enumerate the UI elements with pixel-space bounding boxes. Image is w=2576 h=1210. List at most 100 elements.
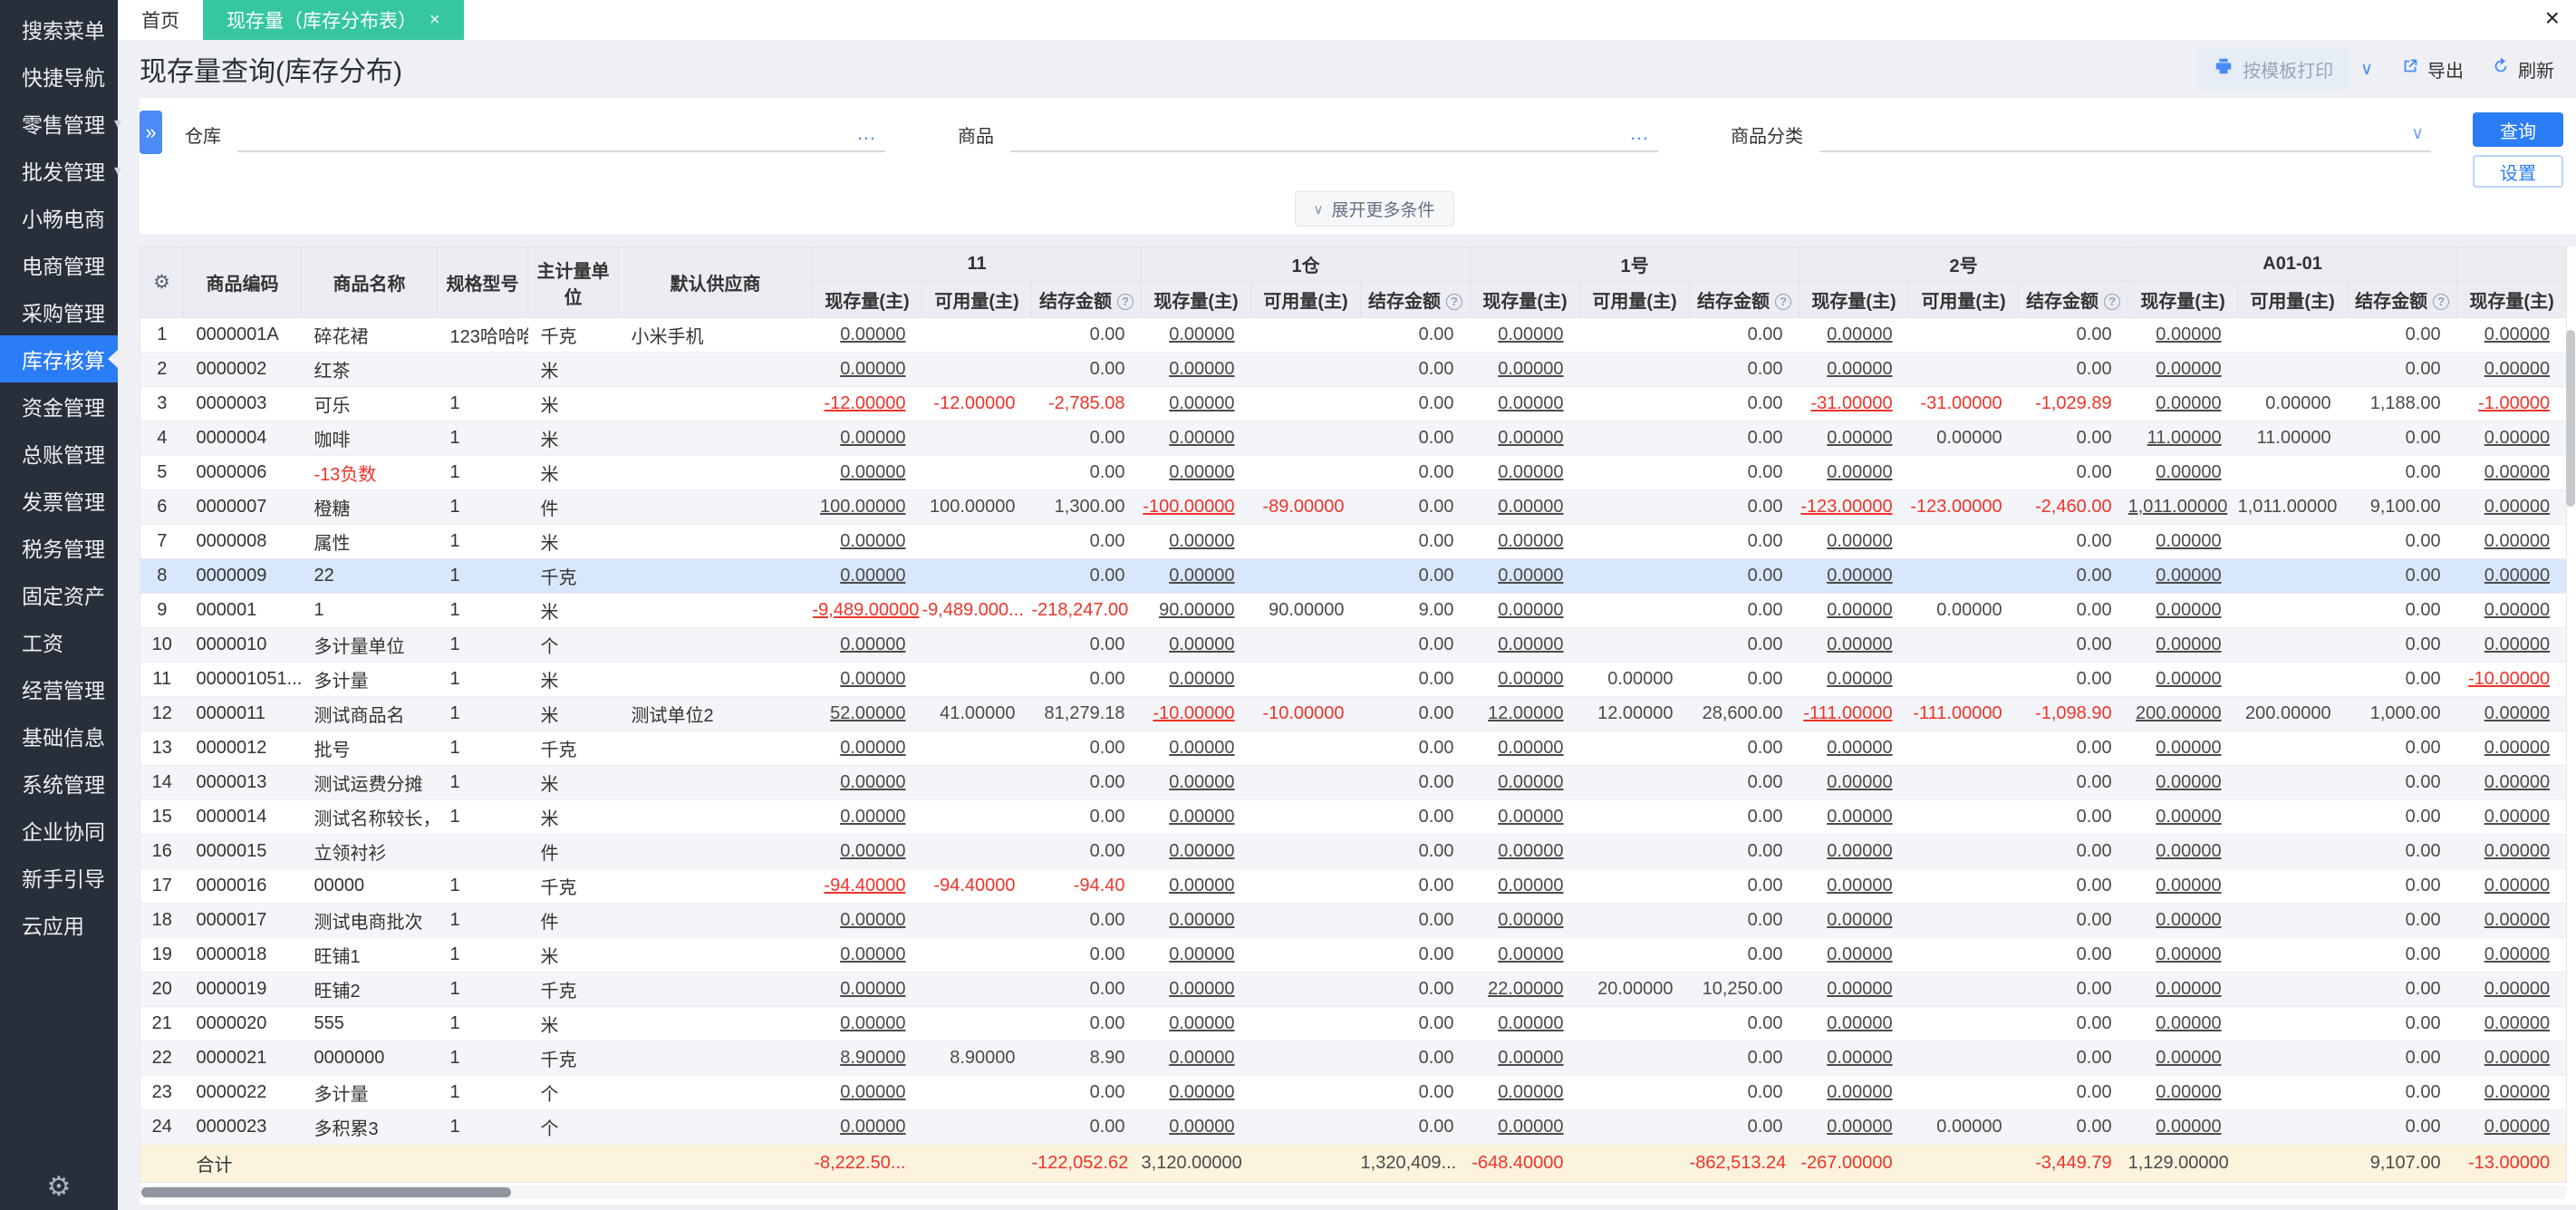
qty-link[interactable]: 0.00000 [840,462,906,482]
qty-link[interactable]: 0.00000 [1498,531,1564,551]
table-row[interactable]: 8 0000009 22 1 千克 0.00000 0.00 0.00000 0.00 0.000… [140,558,2567,594]
qty-link[interactable]: 0.00000 [1169,359,1235,379]
qty-link[interactable]: -111.00000 [1803,703,1893,723]
qty-link[interactable]: 0.00000 [1827,566,1893,586]
qty-link[interactable]: 0.00000 [1169,1048,1235,1068]
vertical-scrollbar-thumb[interactable] [2566,330,2575,507]
column-header[interactable]: 现存量(主) [2127,281,2239,318]
column-header[interactable]: 可用量(主) [2237,281,2349,318]
qty-link[interactable]: 0.00000 [1169,876,1235,895]
qty-link[interactable]: 0.00000 [1498,566,1564,586]
qty-link[interactable]: 0.00000 [1498,807,1564,827]
column-header[interactable]: 商品名称 [301,247,438,318]
column-header[interactable]: 现存量(主) [1141,281,1252,318]
qty-link[interactable]: 0.00000 [1498,738,1564,758]
expand-more-filters-button[interactable]: ∨ 展开更多条件 [1294,191,1454,227]
qty-link[interactable]: 0.00000 [1827,1013,1893,1033]
column-header[interactable]: 可用量(主) [1908,281,2020,318]
qty-link[interactable]: 100.00000 [819,497,906,517]
qty-link[interactable]: 0.00000 [1827,1048,1893,1068]
table-row[interactable]: 9 000001 1 1 米 -9,489.00000 -9,489.000... -218,… [140,593,2567,628]
settings-button[interactable]: 设置 [2473,155,2563,188]
tab-active[interactable]: 现存量（库存分布表） × [203,0,464,40]
tab-home[interactable]: 首页 [118,0,203,40]
qty-link[interactable]: 0.00000 [1498,428,1564,448]
qty-link[interactable]: 0.00000 [2484,772,2551,792]
qty-link[interactable]: 0.00000 [2484,531,2551,551]
column-header[interactable]: 商品编码 [183,247,302,318]
qty-link[interactable]: 0.00000 [1498,497,1564,517]
qty-link[interactable]: 0.00000 [2484,944,2551,964]
qty-link[interactable]: 0.00000 [840,1082,906,1102]
qty-link[interactable]: 0.00000 [2156,944,2222,964]
table-row[interactable]: 12 0000011 测试商品名 1 米 测试单位2 52.00000 41.00000 81,… [140,696,2567,731]
qty-link[interactable]: 0.00000 [2156,634,2222,654]
column-header[interactable]: 主计量单位 [527,247,619,318]
sidebar-item[interactable]: 新手引导 [0,854,118,901]
qty-link[interactable]: 0.00000 [1169,944,1235,964]
qty-link[interactable]: 0.00000 [1827,462,1893,482]
table-row[interactable]: 14 0000013 测试运费分摊 1 米 0.00000 0.00 0.00000 0.00 0… [140,765,2567,800]
qty-link[interactable]: 0.00000 [2156,910,2222,930]
column-header[interactable]: 结存金额? [2347,281,2458,318]
qty-link[interactable]: 0.00000 [1498,1117,1564,1137]
qty-link[interactable]: 0.00000 [1169,324,1235,344]
table-row[interactable]: 7 0000008 属性 1 米 0.00000 0.00 0.00000 0.00 0.0000… [140,524,2567,559]
chevron-down-icon[interactable]: ∨ [2411,123,2424,143]
table-row[interactable]: 5 0000006 -13负数 1 米 0.00000 0.00 0.00000 0.00 0.0… [140,455,2567,490]
column-header[interactable]: 规格型号 [437,247,528,318]
qty-link[interactable]: 0.00000 [2484,324,2551,344]
table-row[interactable]: 11 000001051... 多计量 1 米 0.00000 0.00 0.00000 0.0… [140,662,2567,697]
qty-link[interactable]: 0.00000 [2156,1117,2222,1137]
qty-link[interactable]: 0.00000 [840,1013,906,1033]
column-header[interactable]: 结存金额? [1030,281,1143,318]
qty-link[interactable]: 0.00000 [1827,910,1893,930]
sidebar-item[interactable]: 小畅电商 [0,194,118,241]
table-row[interactable]: 23 0000022 多计量 1 个 0.00000 0.00 0.00000 0.00 0.00… [140,1075,2567,1110]
table-row[interactable]: 21 0000020 555 1 米 0.00000 0.00 0.00000 0.00 0.00… [140,1006,2567,1041]
column-header[interactable]: 可用量(主) [1579,281,1691,318]
qty-link[interactable]: 0.00000 [1827,772,1893,792]
sidebar-item[interactable]: 基础信息 [0,712,118,760]
qty-link[interactable]: -9,489.00000 [812,600,920,620]
settings-gear-icon[interactable]: ⚙ [46,1172,72,1202]
qty-link[interactable]: 0.00000 [2484,910,2551,930]
sidebar-item[interactable]: 库存核算 [0,335,118,382]
qty-link[interactable]: 0.00000 [840,566,906,586]
qty-link[interactable]: 0.00000 [1498,634,1564,654]
qty-link[interactable]: 0.00000 [840,359,906,379]
qty-link[interactable]: 0.00000 [1169,979,1235,999]
qty-link[interactable]: 0.00000 [2156,462,2222,482]
sidebar-item[interactable]: 发票管理 [0,477,118,524]
qty-link[interactable]: -10.00000 [1153,703,1235,723]
qty-link[interactable]: 0.00000 [2484,359,2551,379]
qty-link[interactable]: 0.00000 [1827,979,1893,999]
qty-link[interactable]: -10.00000 [2468,669,2551,689]
qty-link[interactable]: 0.00000 [1169,393,1235,413]
sidebar-item[interactable]: 云应用 [0,901,118,948]
sidebar-item[interactable]: 搜索菜单 [0,5,118,53]
qty-link[interactable]: 0.00000 [1169,807,1235,827]
ellipsis-picker-icon[interactable]: … [1629,121,1651,144]
qty-link[interactable]: 0.00000 [1827,359,1893,379]
qty-link[interactable]: 0.00000 [840,944,906,964]
qty-link[interactable]: 0.00000 [2156,359,2222,379]
column-settings-gear-icon[interactable]: ⚙ [153,272,170,293]
qty-link[interactable]: 0.00000 [2156,876,2222,895]
qty-link[interactable]: 0.00000 [1827,944,1893,964]
qty-link[interactable]: 0.00000 [2156,669,2222,689]
qty-link[interactable]: -94.40000 [824,876,906,895]
table-row[interactable]: 2 0000002 红茶 米 0.00000 0.00 0.00000 0.00 0.00000… [140,352,2567,387]
qty-link[interactable]: 0.00000 [2484,1117,2551,1137]
qty-link[interactable]: 0.00000 [1498,324,1564,344]
qty-link[interactable]: 0.00000 [1169,841,1235,861]
qty-link[interactable]: 0.00000 [840,634,906,654]
qty-link[interactable]: 0.00000 [1498,772,1564,792]
qty-link[interactable]: 0.00000 [1498,944,1564,964]
help-icon[interactable]: ? [1446,293,1463,310]
qty-link[interactable]: 0.00000 [2156,566,2222,586]
qty-link[interactable]: 0.00000 [1827,738,1893,758]
qty-link[interactable]: 0.00000 [1827,876,1893,895]
sidebar-item[interactable]: 快捷导航 [0,53,118,100]
column-header[interactable]: 现存量(主) [1799,281,1910,318]
